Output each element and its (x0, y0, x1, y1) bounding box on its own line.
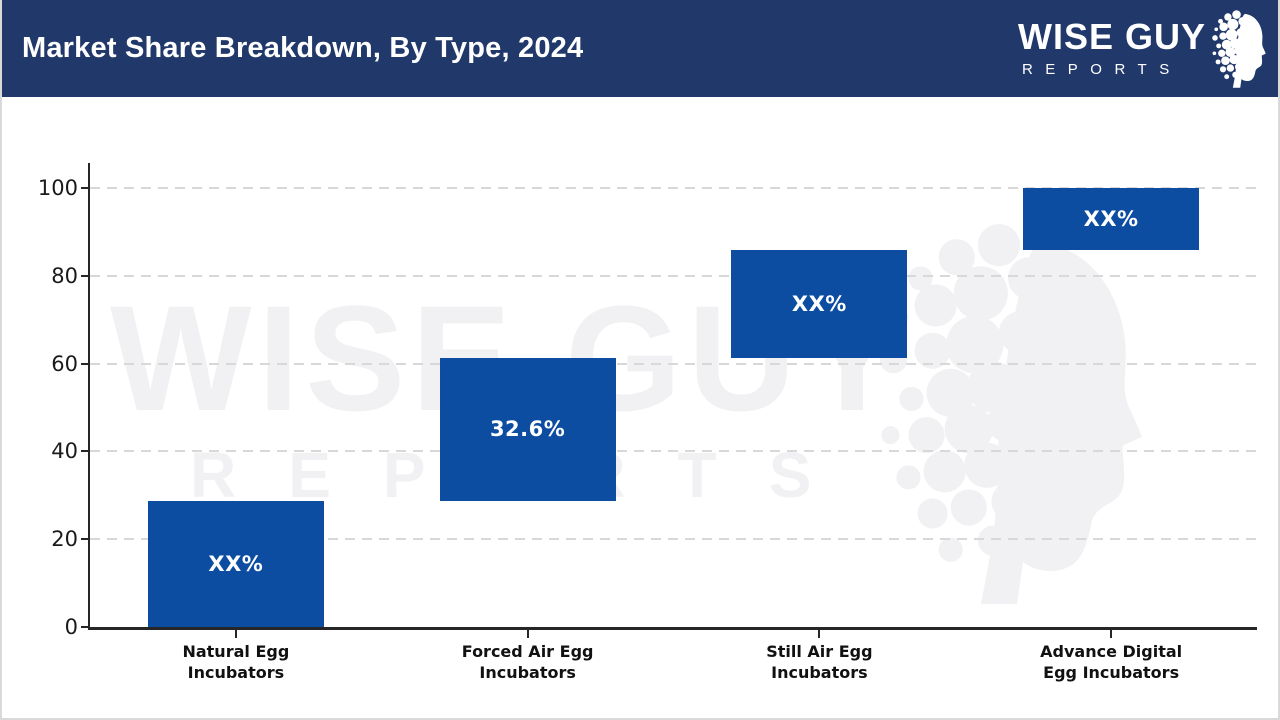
wiseguy-logo: WISE GUY REPORTS (1018, 9, 1270, 89)
gridline (90, 362, 1257, 365)
bar-value-label: XX% (1083, 206, 1139, 231)
gridline (90, 450, 1257, 453)
bar-value-label: XX% (791, 291, 847, 316)
x-axis-tick (234, 630, 237, 638)
y-axis-tick (81, 362, 89, 365)
bar-4: XX% (1023, 188, 1200, 250)
header: Market Share Breakdown, By Type, 2024 WI… (2, 0, 1278, 97)
category-label: Still Air Egg Incubators (766, 642, 873, 682)
bar-value-label: 32.6% (489, 417, 566, 442)
logo-tagline: REPORTS (1021, 61, 1182, 78)
y-axis-tick (81, 450, 89, 453)
y-axis-tick (81, 626, 89, 628)
logo-text: WISE GUY REPORTS (1017, 16, 1206, 79)
bar-1: XX% (147, 501, 324, 627)
x-axis-tick (1110, 630, 1113, 638)
gridline (90, 187, 1257, 189)
page-title: Market Share Breakdown, By Type, 2024 (22, 32, 584, 64)
x-axis-line (88, 627, 1257, 630)
y-axis-tick (81, 538, 89, 541)
category-label: Advance Digital Egg Incubators (1040, 642, 1183, 682)
y-axis-tick-label: 40 (51, 439, 78, 464)
x-axis-tick (818, 630, 821, 638)
x-axis-tick (526, 630, 529, 638)
gridline (90, 538, 1257, 541)
logo-name: WISE GUY (1017, 16, 1206, 57)
bar-3: XX% (731, 249, 908, 358)
bar-2: 32.6% (439, 357, 616, 501)
y-axis-tick-label: 20 (51, 527, 78, 552)
y-axis-line (88, 163, 90, 630)
y-axis-tick (81, 274, 89, 277)
y-axis-tick-label: 100 (37, 176, 78, 200)
category-label: Natural Egg Incubators (182, 642, 290, 682)
wiseguy-head-icon (1212, 9, 1266, 88)
y-axis-tick-label: 60 (51, 351, 78, 376)
category-label: Forced Air Egg Incubators (461, 642, 594, 682)
bar-value-label: XX% (208, 551, 264, 576)
gridline (90, 274, 1257, 277)
y-axis-tick-label: 0 (64, 615, 78, 639)
y-axis-tick (81, 187, 89, 189)
y-axis-tick-label: 80 (51, 263, 78, 288)
